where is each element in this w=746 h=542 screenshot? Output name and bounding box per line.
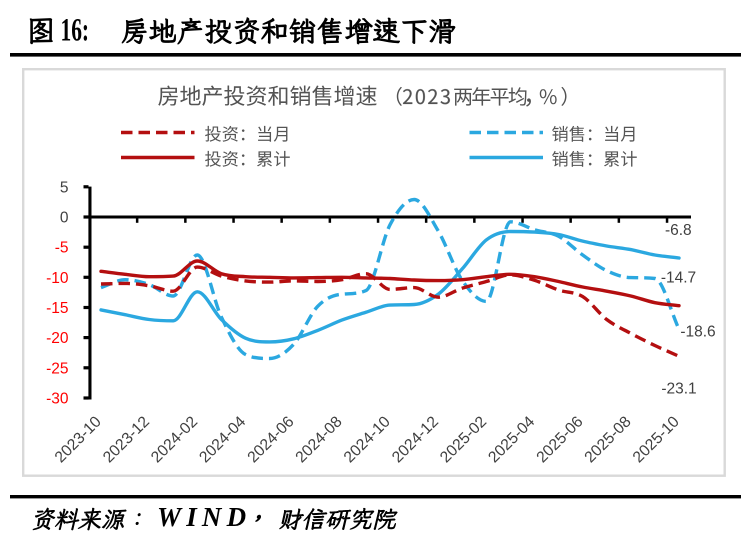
svg-text:-30: -30 [46,391,69,408]
svg-text:-14.7: -14.7 [661,270,696,287]
svg-text:-18.6: -18.6 [680,324,715,341]
svg-text:5: 5 [60,179,69,196]
svg-text:-23.1: -23.1 [661,381,696,398]
svg-text:WIND: WIND [157,502,251,532]
svg-text:-25: -25 [46,360,68,377]
svg-text:-20: -20 [46,330,69,347]
svg-text:0: 0 [60,210,69,227]
svg-text:-6.8: -6.8 [665,222,692,239]
svg-text:-15: -15 [46,300,68,317]
svg-text:16:: 16: [61,11,90,48]
svg-text:-10: -10 [46,270,69,287]
svg-text:-5: -5 [55,240,69,257]
